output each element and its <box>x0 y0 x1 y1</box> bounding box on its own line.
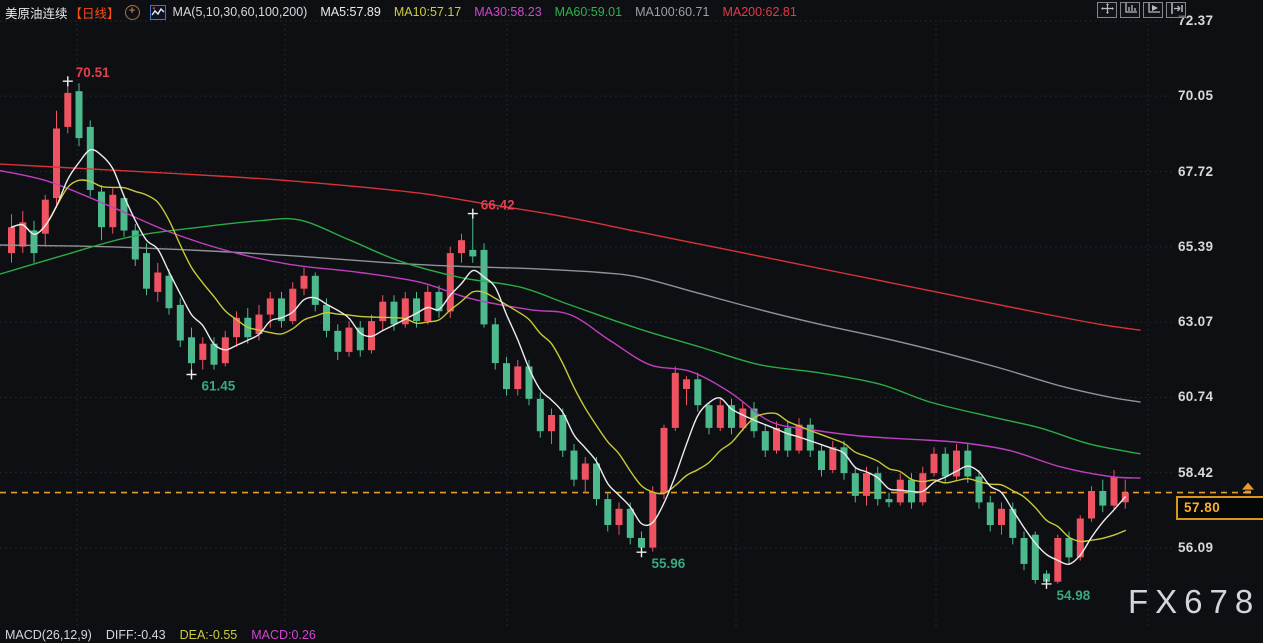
ma-value-2: MA30:58.23 <box>474 5 542 19</box>
macd-value-1: DIFF:-0.43 <box>105 628 166 642</box>
ma5-line <box>10 148 1126 566</box>
axis-play-icon <box>1147 1 1160 19</box>
ma-values-readout: MA5:57.89 MA10:57.17 MA30:58.23 MA60:59.01 M… <box>307 5 796 19</box>
timeframe-label[interactable]: 【日线】 <box>69 6 120 21</box>
ma-value-0: MA5:57.89 <box>320 5 381 19</box>
y-axis-tick-label: 56.09 <box>1178 540 1214 555</box>
y-axis-tick-label: 63.07 <box>1178 314 1214 330</box>
ma-value-5: MA200:62.81 <box>722 5 797 19</box>
ma-value-1: MA10:57.17 <box>393 5 462 19</box>
axis-playback-button[interactable] <box>1143 2 1163 18</box>
svg-text:61.45: 61.45 <box>202 379 236 394</box>
moving-average-lines <box>0 148 1141 566</box>
ma-value-4: MA100:60.71 <box>635 5 710 19</box>
ma-value-3: MA60:59.01 <box>554 5 623 19</box>
price-arrow-marker <box>1242 482 1254 494</box>
jump-end-icon <box>1170 1 1183 19</box>
candles <box>8 81 1129 584</box>
chart-header: 美原油连续 【日线】 + MA(5,10,30,60,100,200) MA5:… <box>5 3 797 21</box>
macd-value-3: MACD:0.26 <box>251 628 316 642</box>
svg-text:70.51: 70.51 <box>76 65 110 80</box>
ma30-line <box>0 169 1141 479</box>
current-price-box: 57.80 <box>1176 495 1263 520</box>
y-axis-tick-label: 58.42 <box>1178 464 1214 480</box>
macd-indicator-row: MACD(26,12,9) DIFF:-0.43 DEA:-0.55 MACD:0.2… <box>5 628 316 642</box>
pan-tool-button[interactable] <box>1097 2 1117 18</box>
add-indicator-icon[interactable]: + <box>124 4 140 20</box>
move-icon <box>1100 1 1114 19</box>
svg-text:55.96: 55.96 <box>652 556 686 571</box>
ma60-line <box>0 217 1141 455</box>
y-axis-tick-label: 65.39 <box>1178 238 1214 254</box>
y-axis-tick-label: 60.74 <box>1178 389 1214 405</box>
svg-text:54.98: 54.98 <box>1057 588 1091 603</box>
ma10-line <box>10 179 1126 543</box>
axis-scale-button[interactable] <box>1120 2 1140 18</box>
y-axis-tick-label: 70.05 <box>1178 88 1214 104</box>
axis-bars-icon <box>1124 1 1137 19</box>
fx678-watermark: FX678 <box>1128 583 1261 620</box>
macd-value-0: MACD(26,12,9) <box>5 628 92 642</box>
macd-value-2: DEA:-0.55 <box>179 628 238 642</box>
y-axis-tick-label: 67.72 <box>1178 163 1214 179</box>
chart-toolbar <box>1097 2 1186 18</box>
symbol-name: 美原油连续 <box>5 6 68 21</box>
price-annotations: 70.51 66.42 61.45 55.96 54.98 <box>62 65 1091 603</box>
y-axis-tick-label: 72.37 <box>1178 13 1214 28</box>
svg-text:66.42: 66.42 <box>481 198 515 213</box>
ma200-line <box>0 163 1141 331</box>
go-to-latest-button[interactable] <box>1166 2 1186 18</box>
current-price-value: 57.80 <box>1184 499 1221 515</box>
chart-type-icon[interactable] <box>149 4 166 20</box>
ma-settings-label[interactable]: MA(5,10,30,60,100,200) <box>172 5 308 19</box>
